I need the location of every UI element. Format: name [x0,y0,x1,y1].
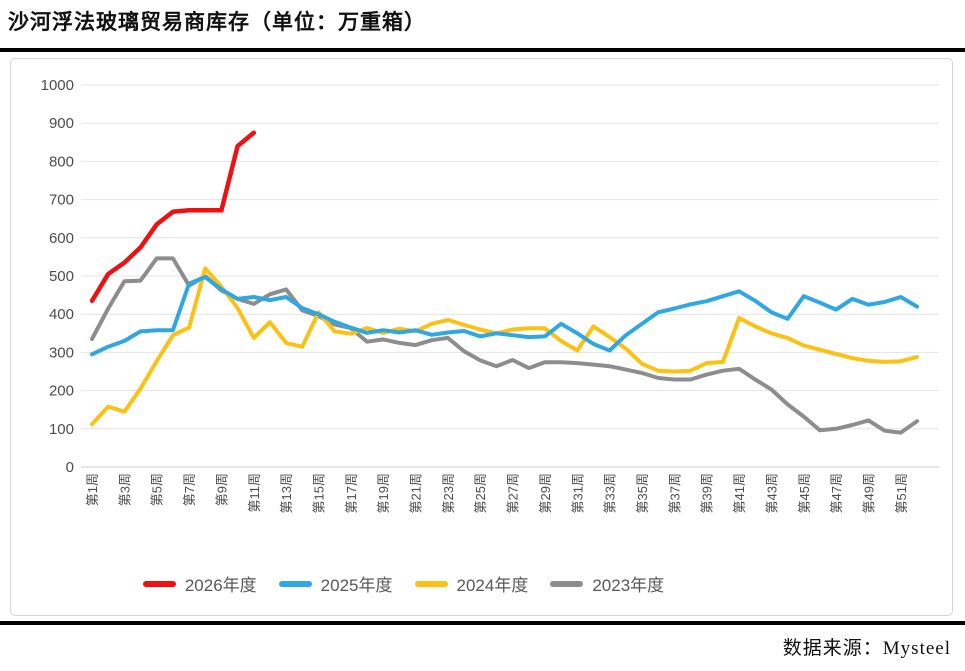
legend-item-2025年度: 2025年度 [278,571,393,596]
x-axis-tick-label: 第37周 [667,473,682,513]
legend: 2026年度 2025年度 2024年度 2023年度 [0,571,874,596]
bottom-divider [0,621,965,625]
legend-label: 2024年度 [456,576,529,595]
x-axis-tick-label: 第17周 [344,473,359,513]
series-line-2025年度 [90,275,919,357]
top-divider [0,48,965,52]
x-axis-tick-label: 第29周 [538,473,553,513]
legend-swatch [550,580,584,587]
x-axis-tick-label: 第27周 [506,473,521,513]
data-source: 数据来源：Mysteel [782,638,951,659]
legend-label: 2025年度 [320,576,393,595]
y-axis-tick-label: 700 [49,192,74,209]
x-axis-tick-label: 第23周 [441,473,456,513]
legend-label: 2023年度 [592,576,665,595]
x-axis-tick-label: 第49周 [862,473,877,513]
y-axis-tick-label: 600 [49,230,74,247]
x-axis-tick-label: 第19周 [376,473,391,513]
x-axis-tick-label: 第25周 [473,473,488,513]
x-axis-tick-label: 第21周 [409,473,424,513]
x-axis-tick-label: 第1周 [85,473,100,506]
y-axis-tick-label: 300 [49,344,74,361]
legend-item-2024年度: 2024年度 [414,571,529,596]
legend-swatch [278,580,312,587]
y-axis-tick-label: 800 [49,153,74,170]
x-axis-tick-label: 第33周 [603,473,618,513]
x-axis-tick-label: 第43周 [764,473,779,513]
x-axis-tick-label: 第41周 [732,473,747,513]
x-axis-tick-label: 第3周 [117,473,132,506]
legend-item-2023年度: 2023年度 [550,571,664,596]
x-axis-tick-label: 第39周 [700,473,715,513]
x-axis-tick-label: 第11周 [247,473,262,513]
x-axis-tick-label: 第45周 [797,473,812,513]
x-axis-tick-label: 第7周 [182,473,197,506]
y-axis-tick-label: 0 [66,459,74,476]
chart-title: 沙河浮法玻璃贸易商库存（单位：万重箱） [8,10,426,34]
chart-container: 0 100 200 300 400 500 600 700 800 900 1000 第1周 第3周 第5… [10,58,953,616]
x-axis-tick-label: 第5周 [150,473,165,506]
legend-swatch [414,580,448,587]
y-axis-tick-label: 200 [49,383,74,400]
x-axis-tick-label: 第15周 [312,473,327,513]
y-axis-tick-label: 500 [49,268,74,285]
legend-item-2026年度: 2026年度 [142,571,257,596]
legend-swatch [142,580,176,587]
x-axis-tick-label: 第13周 [279,473,294,513]
x-axis-tick-label: 第47周 [829,473,844,513]
x-axis-tick-label: 第9周 [214,473,229,506]
series-line-2024年度 [90,266,919,427]
y-axis-tick-label: 1000 [41,77,74,94]
series-line-2026年度 [89,130,257,304]
y-axis-tick-label: 100 [49,421,74,438]
x-axis-tick-label: 第35周 [635,473,650,513]
x-axis-tick-label: 第51周 [894,473,909,513]
chart-svg: 0 100 200 300 400 500 600 700 800 900 1000 第1周 第3周 第5… [41,77,939,513]
x-axis-tick-label: 第31周 [570,473,585,513]
legend-label: 2026年度 [184,576,257,595]
y-axis-tick-label: 400 [49,306,74,323]
y-axis-tick-label: 900 [49,115,74,132]
